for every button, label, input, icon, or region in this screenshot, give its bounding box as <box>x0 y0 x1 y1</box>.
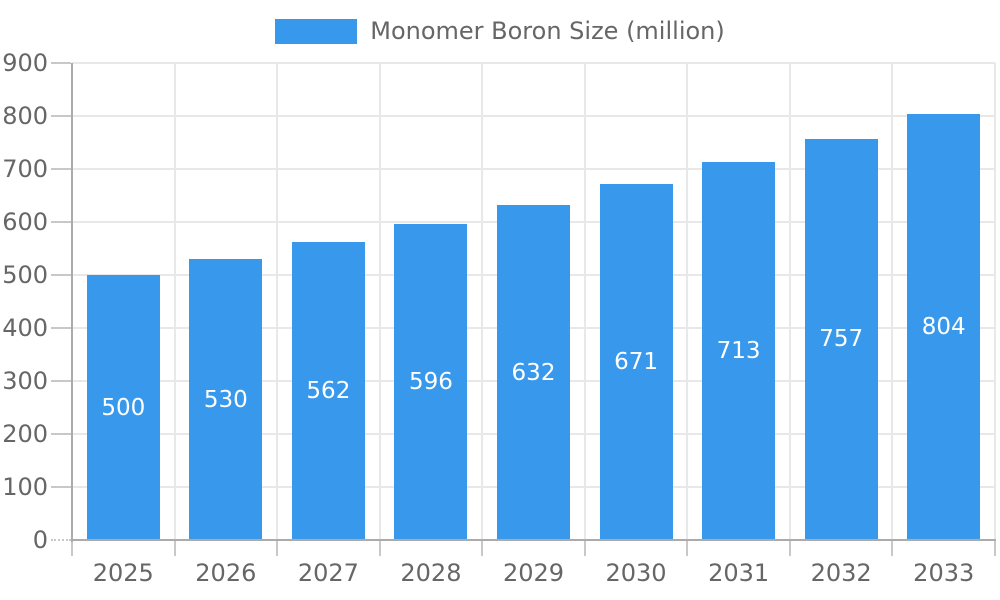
gridline-vertical <box>583 63 586 540</box>
y-axis-tick <box>51 221 71 223</box>
gridline-vertical <box>686 63 689 540</box>
y-axis-line <box>71 63 73 542</box>
bar-value-label: 713 <box>716 338 761 365</box>
y-axis-label: 500 <box>2 261 48 289</box>
gridline-vertical <box>378 63 381 540</box>
y-axis-label: 400 <box>2 314 48 342</box>
x-axis-tick <box>276 541 279 556</box>
bar-value-label: 530 <box>203 386 248 413</box>
y-axis-label: 300 <box>2 367 48 395</box>
x-axis-tick <box>891 541 894 556</box>
y-axis-label: 800 <box>2 102 48 130</box>
bar-value-label: 804 <box>921 313 966 340</box>
bar-value-label: 757 <box>819 326 864 353</box>
gridline-vertical <box>994 63 996 540</box>
x-axis-label: 2032 <box>810 559 872 587</box>
y-axis-tick <box>51 486 71 488</box>
bar-value-label: 500 <box>101 394 146 421</box>
x-axis-label: 2026 <box>195 559 257 587</box>
y-axis-tick <box>51 327 71 329</box>
bar <box>86 275 160 540</box>
bar <box>291 242 365 540</box>
bar <box>702 162 776 540</box>
y-axis-tick <box>51 433 71 435</box>
bar <box>804 138 878 540</box>
y-axis-tick-zero <box>51 539 71 541</box>
y-axis-label: 900 <box>2 49 48 77</box>
legend: Monomer Boron Size (million) <box>0 17 1000 45</box>
legend-item[interactable]: Monomer Boron Size (million) <box>275 17 725 45</box>
bar-value-label: 632 <box>511 359 556 386</box>
y-axis-label: 0 <box>32 526 48 554</box>
gridline-horizontal <box>72 168 995 170</box>
y-axis-label: 700 <box>2 155 48 183</box>
x-axis-tick <box>583 541 586 556</box>
x-axis-tick <box>173 541 176 556</box>
x-axis-label: 2029 <box>502 559 565 587</box>
y-axis-tick <box>51 274 71 276</box>
legend-swatch <box>275 18 358 44</box>
x-axis-label: 2025 <box>92 559 154 587</box>
x-axis-tick <box>994 541 996 556</box>
bar-value-label: 596 <box>408 369 453 396</box>
bar <box>394 224 468 540</box>
x-axis-label: 2027 <box>297 559 359 587</box>
y-axis-tick <box>51 62 71 64</box>
x-axis-tick <box>686 541 689 556</box>
bar <box>189 259 263 540</box>
y-axis-tick <box>51 115 71 117</box>
x-axis-tick <box>71 541 73 556</box>
x-axis-label: 2033 <box>913 559 975 587</box>
gridline-vertical <box>788 63 791 540</box>
legend-label: Monomer Boron Size (million) <box>370 17 725 45</box>
y-axis-label: 200 <box>2 420 48 448</box>
bar <box>497 205 570 540</box>
gridline-vertical <box>173 63 176 540</box>
x-axis-label: 2031 <box>708 559 770 587</box>
y-axis-tick <box>51 168 71 170</box>
gridline-vertical <box>481 63 484 540</box>
y-axis-tick <box>51 380 71 382</box>
gridline-horizontal <box>72 62 995 64</box>
bar <box>599 184 673 540</box>
bar-value-label: 562 <box>306 378 351 405</box>
x-axis-tick <box>481 541 484 556</box>
gridline-horizontal <box>72 115 995 117</box>
x-axis-label: 2028 <box>400 559 462 587</box>
y-axis-label: 600 <box>2 208 48 236</box>
y-axis-label: 100 <box>2 473 48 501</box>
gridline-vertical <box>891 63 894 540</box>
x-axis-tick <box>788 541 791 556</box>
gridline-vertical <box>276 63 279 540</box>
bar <box>907 113 981 540</box>
x-axis-label: 2030 <box>605 559 667 587</box>
x-axis-line <box>71 539 996 541</box>
bar-value-label: 671 <box>614 349 658 376</box>
x-axis-tick <box>378 541 381 556</box>
